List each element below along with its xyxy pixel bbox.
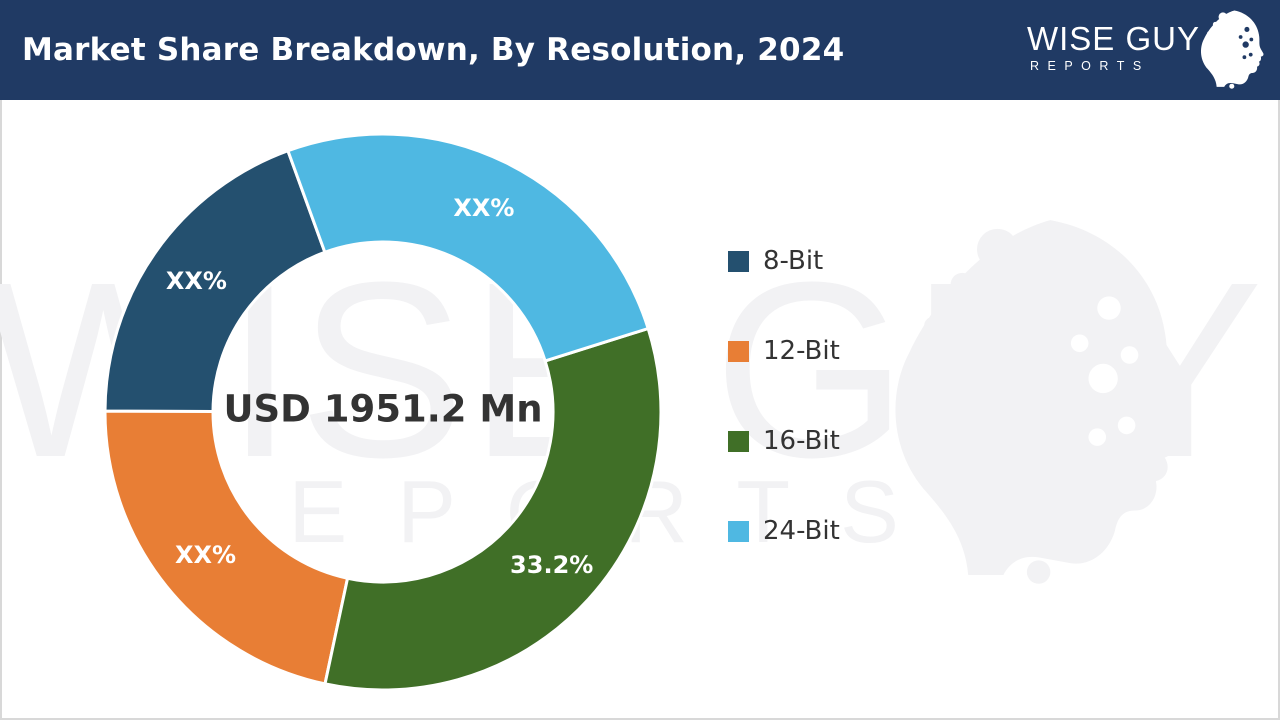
legend-label-12-Bit: 12-Bit: [763, 336, 840, 366]
legend-label-24-Bit: 24-Bit: [763, 516, 840, 546]
donut-segment-16-Bit: [323, 326, 663, 692]
page-title: Market Share Breakdown, By Resolution, 2…: [22, 32, 845, 68]
logo-face-icon: [1190, 8, 1266, 90]
watermark-face-graphic: [845, 208, 1197, 590]
legend-item-24-Bit: 24-Bit: [728, 517, 840, 545]
donut-segment-12-Bit: [103, 409, 350, 686]
chart-legend: 8-Bit 12-Bit 16-Bit 24-Bit: [728, 247, 840, 607]
segment-label-8-Bit: XX%: [165, 266, 227, 295]
legend-item-16-Bit: 16-Bit: [728, 427, 840, 455]
donut-center-value: USD 1951.2 Mn: [223, 387, 543, 431]
legend-item-12-Bit: 12-Bit: [728, 337, 840, 365]
header-bar: Market Share Breakdown, By Resolution, 2…: [0, 0, 1280, 100]
legend-swatch-16-Bit: [728, 430, 749, 452]
wise-guy-logo: WISE GUY REPORTS: [1006, 6, 1266, 94]
segment-label-12-Bit: XX%: [175, 541, 237, 570]
legend-swatch-8-Bit: [728, 250, 749, 272]
legend-swatch-12-Bit: [728, 340, 749, 362]
logo-subtitle: REPORTS: [1029, 59, 1150, 73]
legend-item-8-Bit: 8-Bit: [728, 247, 840, 275]
segment-label-24-Bit: XX%: [453, 193, 515, 222]
segment-label-16-Bit: 33.2%: [510, 551, 594, 580]
donut-chart: [103, 132, 663, 692]
logo-wordmark: WISE GUY: [1026, 20, 1200, 57]
legend-swatch-24-Bit: [728, 520, 749, 542]
legend-label-8-Bit: 8-Bit: [763, 246, 824, 276]
legend-label-16-Bit: 16-Bit: [763, 426, 840, 456]
donut-segment-8-Bit: [103, 148, 327, 414]
donut-segment-24-Bit: [285, 132, 651, 363]
